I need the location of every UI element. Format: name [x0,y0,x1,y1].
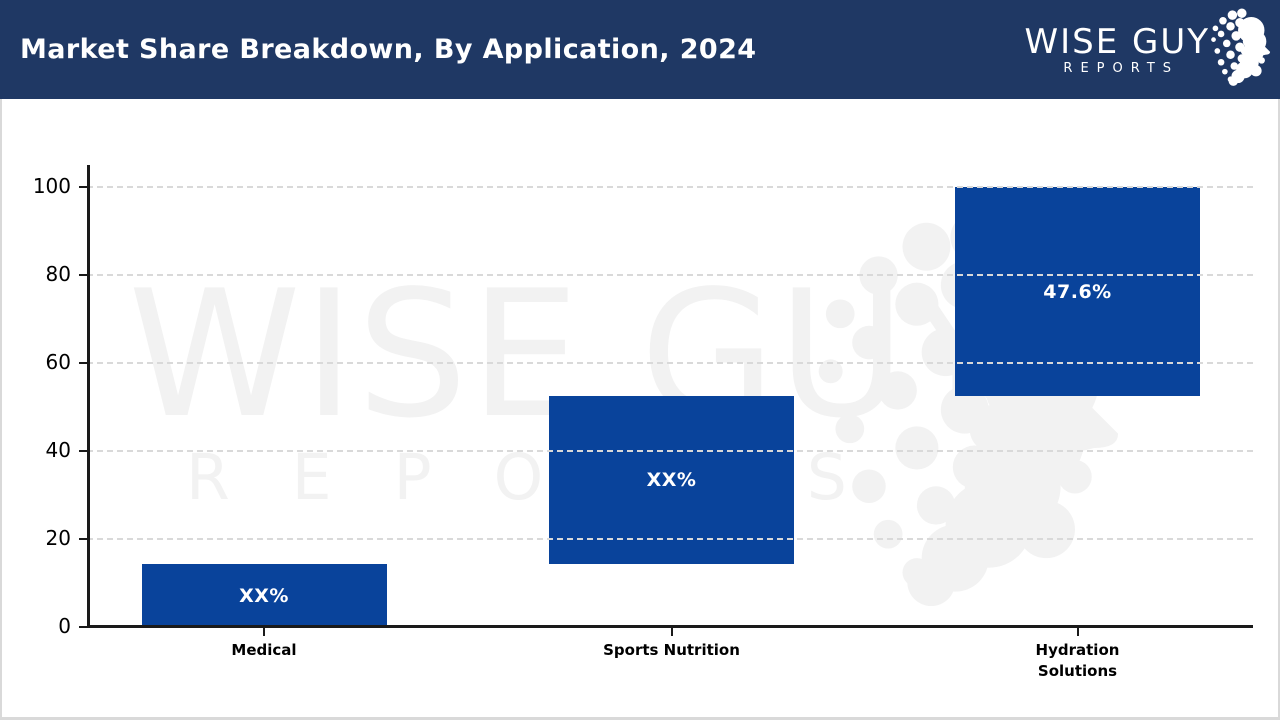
x-axis [87,625,1253,628]
chart-panel: WISE GUY REPORTS XX% XX% 47.6% 0 20 40 60 80 100 [0,99,1280,720]
category-label-medical: Medical [231,641,297,659]
y-tick [79,186,87,188]
category-label-hydration-solutions: Hydration Solutions [1035,641,1120,680]
gridline-y-80 [87,274,1253,276]
brand-subtitle: REPORTS [1063,61,1180,76]
y-tick [79,626,87,628]
bar-value-label: XX% [239,584,289,607]
bar-value-label: 47.6% [1043,280,1112,303]
x-tick [670,628,673,636]
header-bar: Market Share Breakdown, By Application, … [0,0,1280,99]
bar-medical: XX% [141,564,387,627]
gridline-y-60 [87,362,1253,364]
gridline-y-20 [87,538,1253,540]
bar-hydration-solutions: 47.6% [955,187,1200,397]
y-tick-label: 60 [45,350,71,374]
x-tick [1076,628,1079,636]
page-title: Market Share Breakdown, By Application, … [20,34,757,65]
brand-logo: WISE GUY REPORTS [1024,6,1272,94]
gridline-y-100 [87,186,1253,188]
wise-guy-face-icon [1211,8,1271,86]
x-tick [263,628,265,636]
y-tick [79,362,87,364]
y-tick-label: 0 [58,614,71,638]
y-tick [79,450,87,452]
bar-sports-nutrition: XX% [549,396,794,565]
brand-name: WISE GUY [1024,22,1210,62]
y-tick-label: 20 [45,526,71,550]
bar-value-label: XX% [646,469,697,492]
y-tick-label: 40 [45,438,71,462]
category-label-sports-nutrition: Sports Nutrition [603,641,740,659]
y-tick-label: 80 [45,262,71,286]
brand-logo-text: WISE GUY REPORTS [1024,25,1210,75]
y-tick-label: 100 [32,174,71,198]
gridline-y-40 [87,450,1253,452]
y-tick [79,274,87,276]
y-tick [79,538,87,540]
y-axis [87,165,90,628]
